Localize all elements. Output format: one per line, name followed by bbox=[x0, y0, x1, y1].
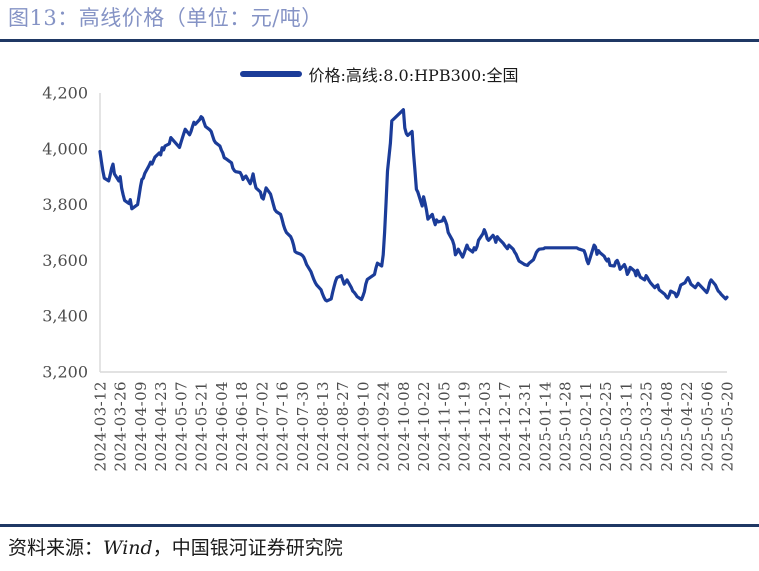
x-tick-label: 2025-02-11 bbox=[577, 381, 595, 471]
x-tick-label: 2024-05-07 bbox=[172, 381, 190, 471]
x-tick-label: 2024-06-04 bbox=[213, 381, 231, 471]
footer-divider-rule bbox=[0, 524, 759, 527]
x-tick-label: 2024-08-13 bbox=[314, 381, 332, 471]
x-tick-label: 2025-04-08 bbox=[658, 381, 676, 471]
y-tick-label: 3,800 bbox=[42, 195, 88, 214]
legend-series-label: 价格:高线:8.0:HPB300:全国 bbox=[308, 66, 519, 85]
chart-legend: 价格:高线:8.0:HPB300:全国 bbox=[0, 62, 759, 86]
y-tick-label: 4,000 bbox=[42, 139, 88, 158]
x-tick-label: 2024-04-09 bbox=[132, 381, 150, 471]
y-tick-label: 4,200 bbox=[42, 84, 88, 103]
x-tick-label: 2025-04-22 bbox=[678, 381, 696, 471]
x-tick-label: 2024-04-23 bbox=[152, 381, 170, 471]
x-tick-label: 2025-02-25 bbox=[597, 381, 615, 471]
source-note: 资料来源：Wind，中国银河证券研究院 bbox=[8, 533, 343, 560]
legend-line-swatch-icon bbox=[240, 71, 303, 77]
title-divider-rule bbox=[0, 39, 759, 42]
x-tick-label: 2024-07-16 bbox=[274, 381, 292, 471]
x-tick-label: 2025-03-25 bbox=[638, 381, 656, 471]
x-tick-label: 2024-10-08 bbox=[395, 381, 413, 471]
x-tick-label: 2024-10-22 bbox=[415, 381, 433, 471]
x-tick-label: 2025-01-14 bbox=[536, 381, 554, 471]
y-tick-label: 3,200 bbox=[42, 363, 88, 382]
x-tick-label: 2024-12-17 bbox=[496, 381, 514, 471]
x-tick-label: 2024-06-18 bbox=[233, 381, 251, 471]
x-tick-label: 2024-05-21 bbox=[193, 381, 211, 471]
x-tick-label: 2024-07-30 bbox=[294, 381, 312, 471]
y-tick-label: 3,600 bbox=[42, 251, 88, 270]
price-line-series bbox=[98, 108, 729, 303]
x-tick-label: 2024-03-12 bbox=[92, 381, 110, 471]
source-note-rest: ，中国银河证券研究院 bbox=[152, 537, 343, 559]
x-tick-label: 2024-11-05 bbox=[435, 381, 453, 471]
x-tick-label: 2024-07-02 bbox=[253, 381, 271, 471]
x-tick-label: 2024-12-31 bbox=[516, 381, 534, 471]
y-tick-label: 3,400 bbox=[42, 307, 88, 326]
x-tick-label: 2025-01-28 bbox=[557, 381, 575, 471]
x-tick-label: 2024-03-26 bbox=[112, 381, 130, 471]
x-tick-label: 2025-05-20 bbox=[719, 381, 737, 471]
x-tick-label: 2024-08-27 bbox=[334, 381, 352, 471]
x-tick-label: 2024-12-03 bbox=[476, 381, 494, 471]
x-tick-label: 2025-03-11 bbox=[617, 381, 635, 471]
x-tick-label: 2025-05-06 bbox=[698, 381, 716, 471]
x-tick-label: 2024-09-10 bbox=[354, 381, 372, 471]
x-tick-label: 2024-09-24 bbox=[375, 381, 393, 471]
source-note-prefix: 资料来源： bbox=[8, 537, 104, 559]
x-tick-label: 2024-11-19 bbox=[456, 381, 474, 471]
figure-title: 图13：高线价格（单位：元/吨） bbox=[8, 6, 323, 30]
source-note-wind: Wind bbox=[103, 537, 153, 559]
